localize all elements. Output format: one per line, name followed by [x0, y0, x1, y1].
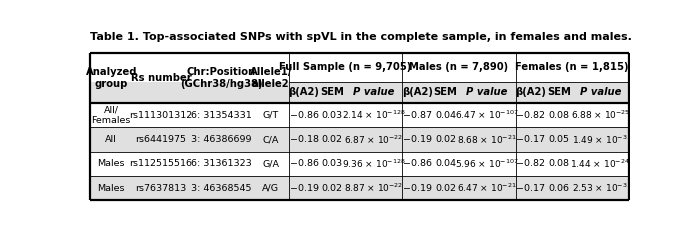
Bar [90, 53, 629, 200]
Text: A/G: A/G [262, 184, 279, 193]
Text: −0.86: −0.86 [290, 159, 319, 168]
Text: SEM: SEM [547, 87, 570, 97]
Text: 1.49 × 10$^{-3}$: 1.49 × 10$^{-3}$ [573, 133, 628, 146]
Text: C/A: C/A [262, 135, 279, 144]
Text: −0.86: −0.86 [290, 111, 319, 120]
Text: 0.08: 0.08 [548, 159, 569, 168]
Text: G/T: G/T [262, 111, 279, 120]
Text: 0.02: 0.02 [435, 184, 456, 193]
Text: Females (n = 1,815): Females (n = 1,815) [515, 62, 629, 72]
Text: 2.53 × 10$^{-3}$: 2.53 × 10$^{-3}$ [573, 182, 628, 194]
Text: P value: P value [353, 87, 394, 97]
Text: rs112515516: rs112515516 [130, 159, 192, 168]
Text: 0.02: 0.02 [321, 135, 342, 144]
Text: 6: 31361323: 6: 31361323 [190, 159, 251, 168]
Bar [90, 81, 629, 103]
Text: SEM: SEM [433, 87, 457, 97]
Text: −0.17: −0.17 [517, 184, 545, 193]
Bar [90, 127, 629, 152]
Text: Analyzed
group: Analyzed group [85, 67, 137, 89]
Text: −0.19: −0.19 [403, 135, 432, 144]
Bar [90, 176, 629, 200]
Text: 6.47 × 10$^{-21}$: 6.47 × 10$^{-21}$ [457, 182, 517, 194]
Text: β(A2): β(A2) [288, 87, 319, 97]
Text: Table 1. Top-associated SNPs with spVL in the complete sample, in females and ma: Table 1. Top-associated SNPs with spVL i… [90, 32, 632, 42]
Text: −0.82: −0.82 [517, 159, 545, 168]
Text: −0.19: −0.19 [290, 184, 319, 193]
Text: 6.87 × 10$^{-22}$: 6.87 × 10$^{-22}$ [344, 133, 403, 146]
Text: 8.68 × 10$^{-21}$: 8.68 × 10$^{-21}$ [457, 133, 517, 146]
Text: rs7637813: rs7637813 [135, 184, 186, 193]
Text: 3: 46368545: 3: 46368545 [191, 184, 251, 193]
Text: Full Sample (n = 9,705): Full Sample (n = 9,705) [279, 62, 412, 72]
Text: Rs number: Rs number [130, 73, 191, 83]
Text: β(A2): β(A2) [515, 87, 546, 97]
Text: 8.87 × 10$^{-22}$: 8.87 × 10$^{-22}$ [344, 182, 403, 194]
Text: Males: Males [97, 159, 125, 168]
Text: 0.02: 0.02 [435, 135, 456, 144]
Text: −0.17: −0.17 [517, 135, 545, 144]
Text: P value: P value [466, 87, 508, 97]
Text: All: All [106, 135, 117, 144]
Text: 0.08: 0.08 [548, 111, 569, 120]
Text: 9.36 × 10$^{-128}$: 9.36 × 10$^{-128}$ [342, 158, 405, 170]
Text: 0.03: 0.03 [321, 159, 343, 168]
Text: 5.96 × 10$^{-107}$: 5.96 × 10$^{-107}$ [455, 158, 519, 170]
Text: −0.86: −0.86 [403, 159, 432, 168]
Text: 0.04: 0.04 [435, 159, 456, 168]
Text: 2.14 × 10$^{-128}$: 2.14 × 10$^{-128}$ [342, 109, 405, 121]
Text: rs6441975: rs6441975 [135, 135, 186, 144]
Text: 0.06: 0.06 [548, 184, 569, 193]
Text: 0.03: 0.03 [321, 111, 343, 120]
Text: 6.47 × 10$^{-107}$: 6.47 × 10$^{-107}$ [455, 109, 519, 121]
Text: rs111301312: rs111301312 [130, 111, 192, 120]
Text: 3: 46386699: 3: 46386699 [191, 135, 251, 144]
Text: −0.87: −0.87 [403, 111, 432, 120]
Text: 1.44 × 10$^{-24}$: 1.44 × 10$^{-24}$ [570, 158, 630, 170]
Text: 0.05: 0.05 [548, 135, 569, 144]
Text: −0.19: −0.19 [403, 184, 432, 193]
Text: 6.88 × 10$^{-25}$: 6.88 × 10$^{-25}$ [570, 109, 630, 121]
Text: SEM: SEM [320, 87, 344, 97]
Text: 0.02: 0.02 [321, 184, 342, 193]
Text: Males (n = 7,890): Males (n = 7,890) [410, 62, 508, 72]
Text: 6: 31354331: 6: 31354331 [190, 111, 251, 120]
Text: Males: Males [97, 184, 125, 193]
Text: P value: P value [580, 87, 621, 97]
Text: 0.04: 0.04 [435, 111, 456, 120]
Text: Allele1/
allele2: Allele1/ allele2 [249, 67, 292, 89]
Text: G/A: G/A [262, 159, 279, 168]
Text: Chr:Position
(GChr38/hg38): Chr:Position (GChr38/hg38) [180, 67, 262, 89]
Text: −0.18: −0.18 [290, 135, 319, 144]
Text: β(A2): β(A2) [402, 87, 433, 97]
Text: All/
Females: All/ Females [92, 106, 131, 125]
Text: −0.82: −0.82 [517, 111, 545, 120]
